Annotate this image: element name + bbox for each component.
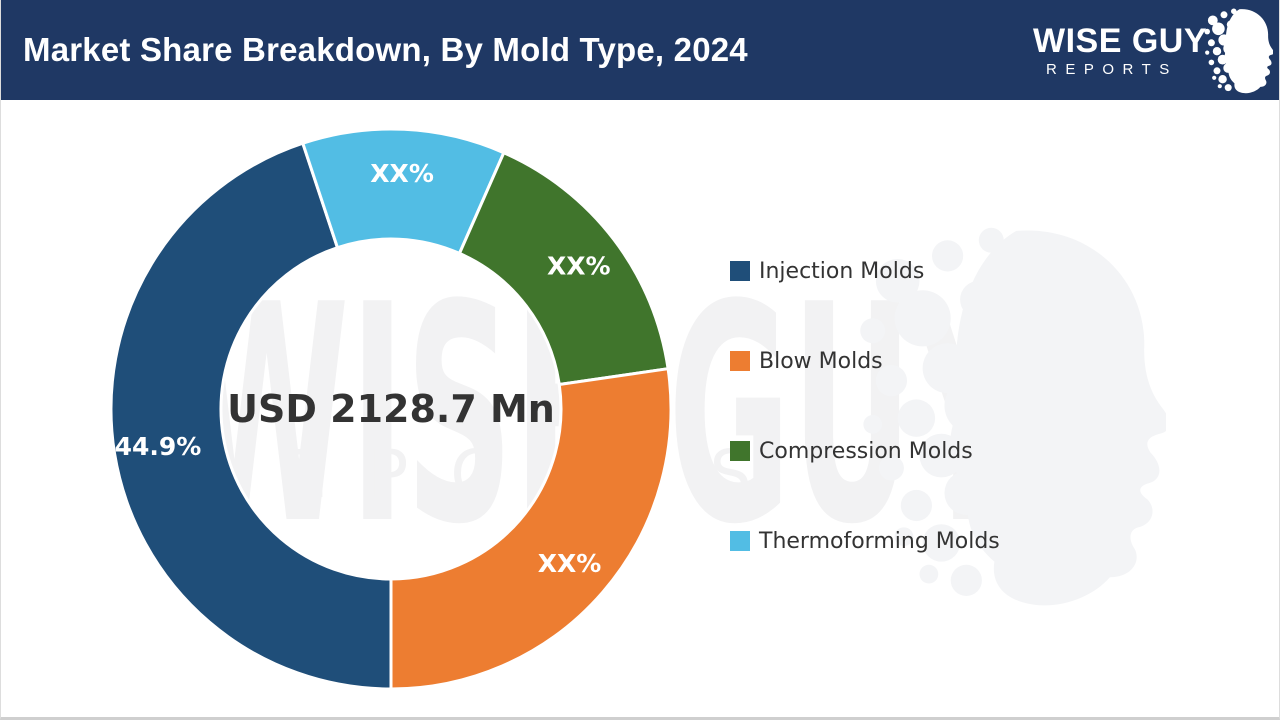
legend-item-blow-molds: Blow Molds — [730, 348, 1000, 374]
legend-label-compression-molds: Compression Molds — [759, 438, 973, 464]
legend-swatch-blow-molds — [730, 351, 750, 371]
brand-logo: WISE GUY REPORTS — [1033, 0, 1273, 100]
pie-slice-label-thermoforming-molds: XX% — [370, 159, 434, 188]
pie-slice-injection-molds — [109, 141, 393, 691]
legend-item-injection-molds: Injection Molds — [730, 258, 1000, 284]
donut-chart: 44.9% XX% XX% XX% — [109, 127, 673, 691]
brand-face-icon — [1204, 8, 1273, 94]
pie-slice-label-compression-molds: XX% — [547, 252, 611, 281]
legend-item-compression-molds: Compression Molds — [730, 438, 1000, 464]
pie-slice-label-blow-molds: XX% — [538, 549, 602, 578]
legend-item-thermoforming-molds: Thermoforming Molds — [730, 528, 1000, 554]
pie-slice-blow-molds — [389, 367, 673, 691]
legend-label-injection-molds: Injection Molds — [759, 258, 925, 284]
legend-label-thermoforming-molds: Thermoforming Molds — [759, 528, 1000, 554]
legend-swatch-injection-molds — [730, 261, 750, 281]
legend-swatch-thermoforming-molds — [730, 531, 750, 551]
pie-slice-compression-molds — [457, 151, 670, 387]
donut-center-value: USD 2128.7 Mn — [227, 387, 555, 431]
legend-swatch-compression-molds — [730, 441, 750, 461]
header-bar: Market Share Breakdown, By Mold Type, 20… — [1, 0, 1279, 100]
page-title: Market Share Breakdown, By Mold Type, 20… — [23, 31, 748, 68]
brand-name: WISE GUY — [1033, 22, 1208, 60]
chart-area: WISE GUY REPORTS 44.9% XX% XX% XX% USD 2128… — [1, 100, 1279, 717]
legend: Injection Molds Blow Molds Compression Mol… — [730, 258, 1000, 620]
brand-subtitle: REPORTS — [1046, 61, 1178, 78]
legend-label-blow-molds: Blow Molds — [759, 348, 883, 374]
pie-slice-label-injection-molds: 44.9% — [115, 432, 202, 461]
